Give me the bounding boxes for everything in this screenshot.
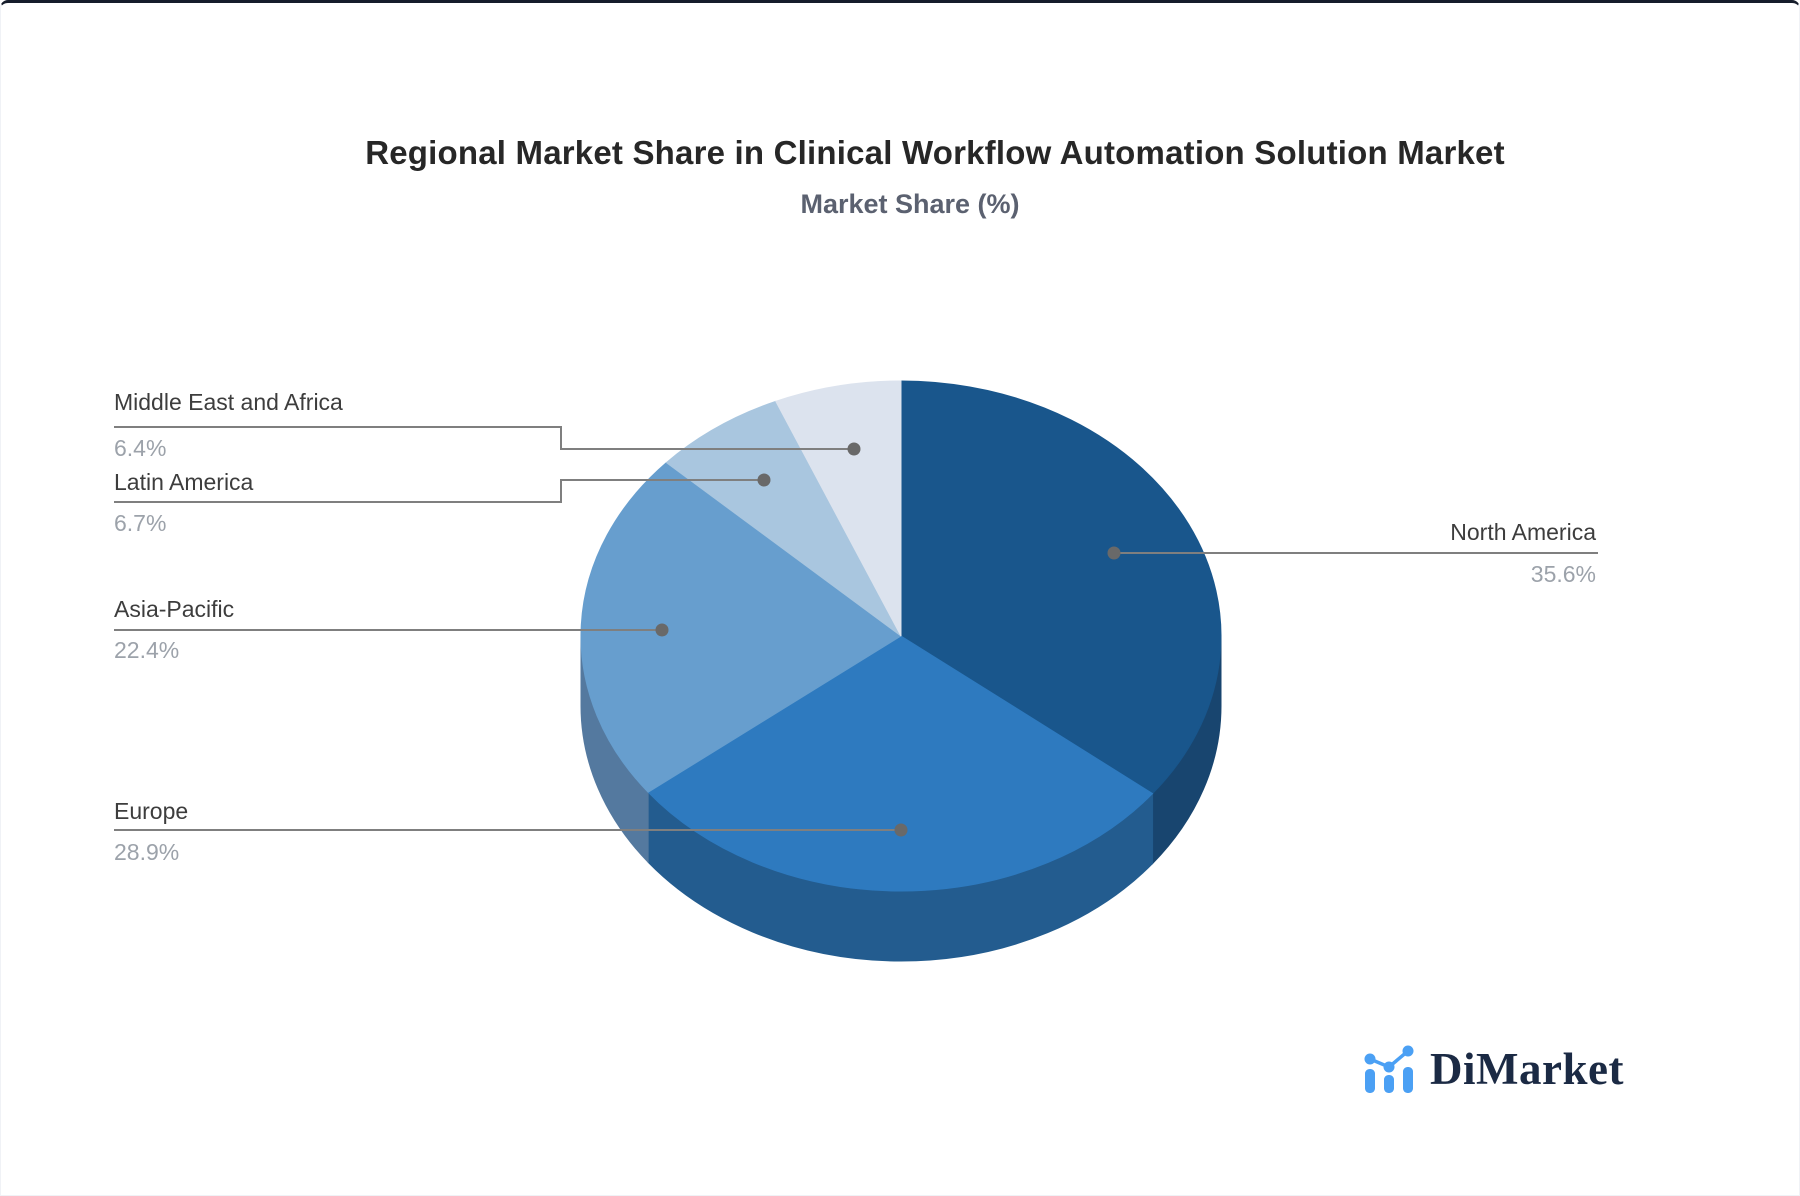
connector-dot-middle-east-and-africa [847, 442, 861, 456]
logo-dot [1402, 1045, 1414, 1057]
slice-label-europe: Europe [114, 798, 189, 824]
slice-label-asia-pacific: Asia-Pacific [114, 596, 235, 622]
connector-dot-north-america [1107, 546, 1121, 560]
connector-line-latin-america [114, 479, 764, 503]
connector-line-middle-east-and-africa [114, 426, 854, 450]
pie-slice-middle-east-and-africa [775, 380, 902, 637]
logo-bar [1384, 1075, 1394, 1093]
slice-label-latin-america: Latin America [114, 469, 254, 495]
logo-bar [1403, 1067, 1413, 1093]
logo-dot [1383, 1061, 1395, 1073]
slice-pct-middle-east-and-africa: 6.4% [114, 435, 167, 461]
connector-dot-europe [894, 823, 908, 837]
slice-pct-north-america: 35.6% [1530, 561, 1596, 587]
pie-slice-north-america [900, 380, 1222, 795]
slice-pct-europe: 28.9% [114, 839, 180, 865]
brand-logo: DiMarket [1361, 1041, 1624, 1097]
logo-dot [1364, 1053, 1376, 1065]
slice-pct-latin-america: 6.7% [114, 510, 167, 536]
chart-subtitle: Market Share (%) [800, 189, 1020, 219]
chart-title: Regional Market Share in Clinical Workfl… [365, 134, 1505, 171]
pie-chart [114, 380, 1598, 962]
logo-chart-icon [1364, 1045, 1414, 1093]
slice-label-north-america: North America [1450, 519, 1596, 545]
logo-bar [1365, 1069, 1375, 1093]
pie-slice-europe [647, 635, 1154, 892]
pie-slice-asia-pacific [580, 461, 902, 793]
brand-logo-text: DiMarket [1430, 1044, 1624, 1094]
slice-pct-asia-pacific: 22.4% [114, 637, 180, 663]
slice-label-middle-east-and-africa: Middle East and Africa [114, 389, 343, 415]
connector-dot-asia-pacific [655, 623, 669, 637]
connector-dot-latin-america [757, 473, 771, 487]
pie-slice-latin-america [665, 400, 902, 637]
